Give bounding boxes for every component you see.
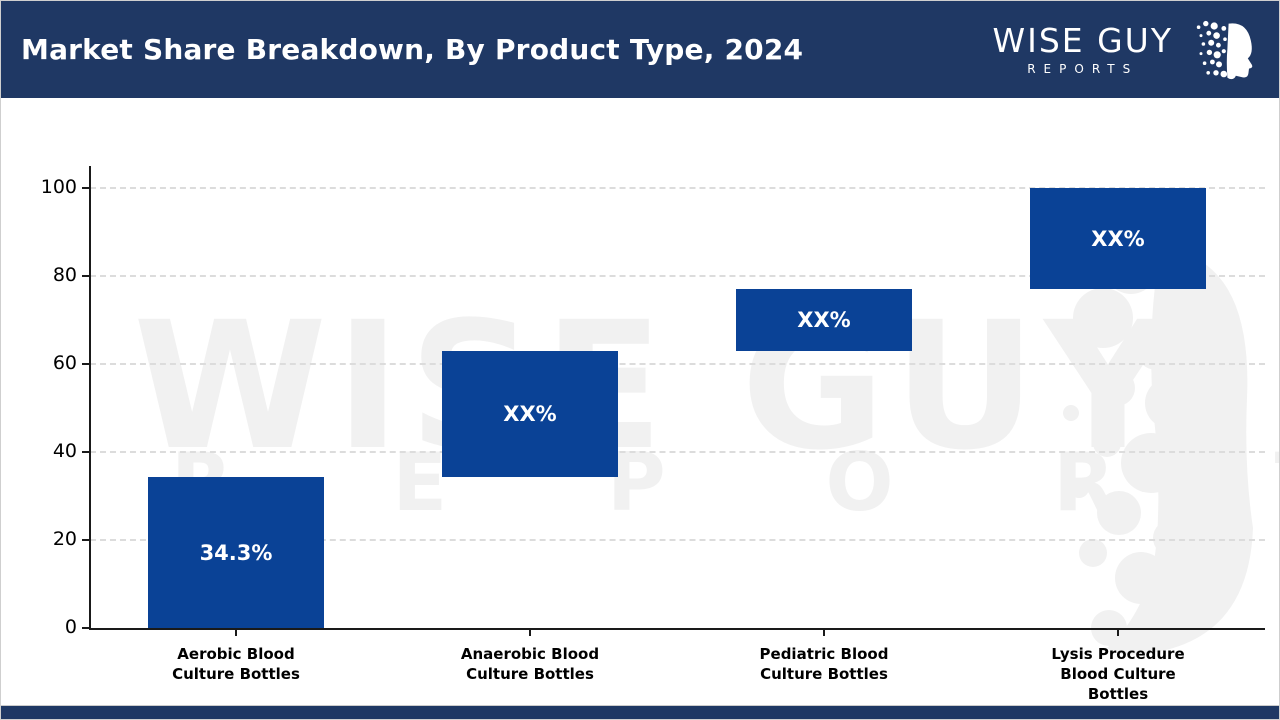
x-axis-line	[89, 628, 1265, 630]
bar-value-label: XX%	[797, 307, 851, 332]
logo-text: WISE GUY REPORTS	[992, 24, 1173, 76]
gridline	[90, 539, 1265, 541]
x-axis-tick-mark	[235, 630, 237, 636]
header-bar: Market Share Breakdown, By Product Type,…	[1, 1, 1279, 98]
y-axis-tick-mark	[82, 539, 89, 541]
logo-subtitle: REPORTS	[1027, 61, 1139, 76]
bar-segment: XX%	[1030, 188, 1206, 290]
wiseguy-face-icon	[1196, 20, 1253, 79]
footer-bar	[1, 705, 1279, 719]
gridline	[90, 275, 1265, 277]
bar-segment: 34.3%	[148, 477, 324, 628]
y-axis-tick-label: 80	[52, 264, 77, 286]
y-axis-tick-label: 60	[52, 352, 77, 374]
x-axis-category-label: Lysis Procedure Blood Culture Bottles	[1051, 645, 1185, 703]
watermark-wordmark: WISE GUY	[133, 284, 1180, 489]
x-axis-category-label: Aerobic Blood Culture Bottles	[172, 645, 300, 683]
x-axis-category-label: Anaerobic Blood Culture Bottles	[460, 645, 600, 683]
gridline	[90, 451, 1265, 453]
y-axis-tick-mark	[82, 363, 89, 365]
y-axis-line	[89, 166, 91, 630]
wiseguy-logo: WISE GUY REPORTS	[992, 7, 1255, 93]
gridline	[90, 363, 1265, 365]
bar-segment: XX%	[442, 350, 618, 478]
bar-value-label: 34.3%	[199, 540, 273, 565]
page-title: Market Share Breakdown, By Product Type,…	[21, 33, 804, 66]
bar-segment: XX%	[736, 289, 912, 351]
y-axis-tick-mark	[82, 451, 89, 453]
gridline	[90, 187, 1265, 189]
y-axis-tick-label: 20	[52, 528, 77, 550]
x-axis-category-label: Pediatric Blood Culture Bottles	[759, 645, 889, 683]
y-axis-tick-label: 40	[52, 440, 77, 462]
bar-value-label: XX%	[1091, 226, 1145, 251]
y-axis-tick-label: 100	[40, 176, 77, 198]
bar-value-label: XX%	[503, 401, 557, 426]
x-axis-tick-mark	[1117, 630, 1119, 636]
x-axis-tick-mark	[529, 630, 531, 636]
y-axis-tick-mark	[82, 627, 89, 629]
x-axis-tick-mark	[823, 630, 825, 636]
y-axis-tick-mark	[82, 187, 89, 189]
y-axis-tick-mark	[82, 275, 89, 277]
chart-canvas: WISE GUY R E P O R T S 02040608010034.3%…	[1, 98, 1279, 706]
logo-wordmark: WISE GUY	[992, 20, 1173, 60]
y-axis-tick-label: 0	[64, 616, 77, 638]
